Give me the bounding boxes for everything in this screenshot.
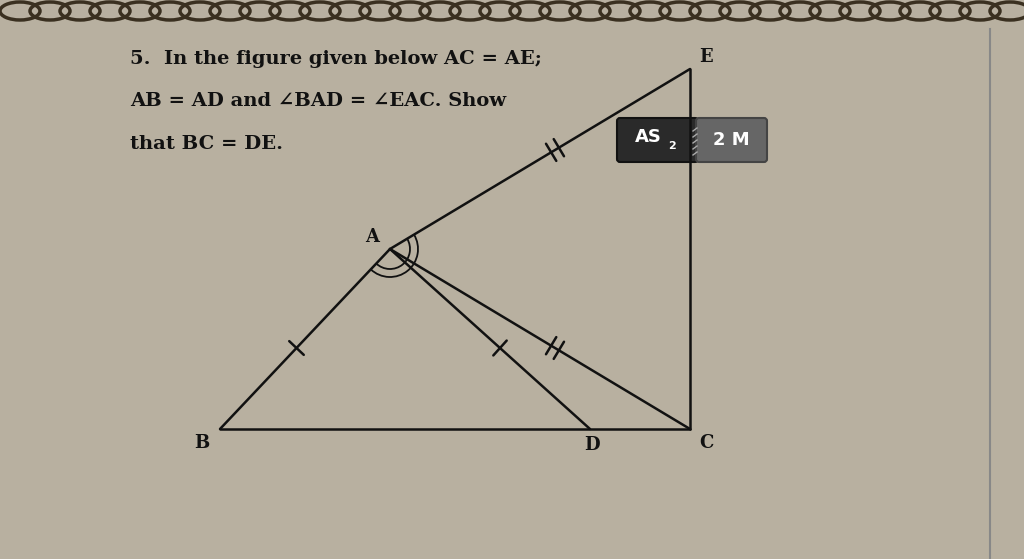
Text: 2: 2 bbox=[668, 141, 676, 151]
FancyBboxPatch shape bbox=[696, 118, 767, 162]
Text: D: D bbox=[584, 436, 600, 454]
Text: A: A bbox=[365, 228, 379, 246]
Text: E: E bbox=[699, 48, 713, 66]
FancyBboxPatch shape bbox=[617, 118, 698, 162]
Text: that BC = DE.: that BC = DE. bbox=[130, 135, 283, 153]
Text: AB = AD and ∠BAD = ∠EAC. Show: AB = AD and ∠BAD = ∠EAC. Show bbox=[130, 92, 506, 110]
Text: 2 M: 2 M bbox=[713, 131, 750, 149]
Text: B: B bbox=[195, 434, 210, 452]
Text: 5.  In the figure given below AC = AE;: 5. In the figure given below AC = AE; bbox=[130, 50, 542, 68]
Text: AS: AS bbox=[635, 128, 662, 146]
Text: C: C bbox=[698, 434, 713, 452]
